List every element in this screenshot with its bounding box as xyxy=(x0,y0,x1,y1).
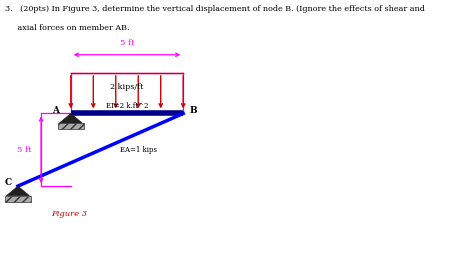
Text: EA=1 kips: EA=1 kips xyxy=(120,146,158,154)
Text: 5 ft: 5 ft xyxy=(17,146,31,154)
Polygon shape xyxy=(6,186,30,196)
Polygon shape xyxy=(5,196,30,202)
Text: Figure 3: Figure 3 xyxy=(51,210,87,218)
Polygon shape xyxy=(58,123,84,129)
Text: 2 kips/ft: 2 kips/ft xyxy=(110,83,143,91)
Text: 5 ft: 5 ft xyxy=(120,39,134,47)
Polygon shape xyxy=(59,113,82,123)
Text: EI=2 k.ft^2: EI=2 k.ft^2 xyxy=(106,102,148,110)
Text: B: B xyxy=(190,106,197,115)
Text: axial forces on member AB.: axial forces on member AB. xyxy=(5,24,129,32)
Text: A: A xyxy=(52,106,59,115)
Text: C: C xyxy=(4,178,11,187)
Text: 3.   (20pts) In Figure 3, determine the vertical displacement of node B. (Ignore: 3. (20pts) In Figure 3, determine the ve… xyxy=(5,5,424,13)
